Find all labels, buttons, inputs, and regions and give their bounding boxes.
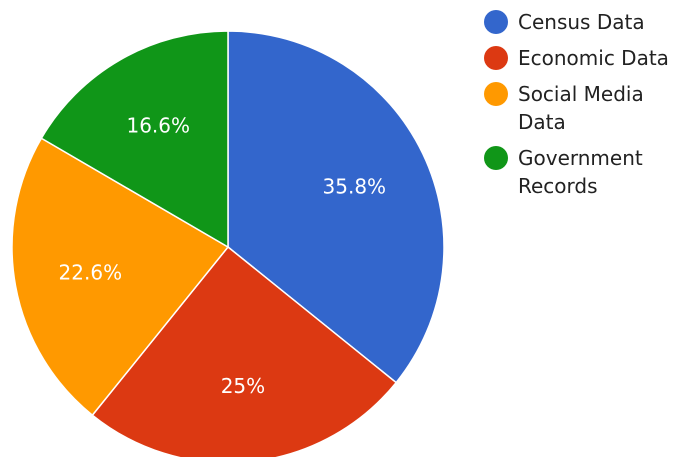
legend-label-government-records: Government Records: [518, 146, 643, 198]
legend-swatch-government-records: [484, 146, 508, 170]
legend: Census Data Economic Data Social Media D…: [484, 8, 689, 208]
pie-slice-census-data[interactable]: [227, 30, 445, 384]
legend-item-social-media-data[interactable]: Social Media Data: [484, 80, 689, 136]
pie-slice-government-records[interactable]: [40, 30, 229, 249]
pie-slice-social-media-data[interactable]: [11, 137, 230, 417]
legend-label-census-data: Census Data: [518, 10, 645, 34]
legend-swatch-social-media-data: [484, 82, 508, 106]
legend-label-economic-data: Economic Data: [518, 46, 669, 70]
slice-label-social-media-data: 22.6%: [59, 260, 123, 284]
legend-item-census-data[interactable]: Census Data: [484, 8, 689, 36]
slice-label-economic-data: 25%: [221, 374, 265, 398]
pie-slice-labels: 35.8% 25% 22.6% 16.6%: [59, 114, 387, 399]
legend-item-government-records[interactable]: Government Records: [484, 144, 689, 200]
legend-label-social-media-data: Social Media Data: [518, 82, 644, 134]
legend-item-economic-data[interactable]: Economic Data: [484, 44, 689, 72]
slice-label-government-records: 16.6%: [126, 114, 190, 138]
legend-swatch-census-data: [484, 10, 508, 34]
pie-slice-economic-data[interactable]: [91, 245, 398, 457]
pie-slices: [11, 30, 445, 457]
slice-label-census-data: 35.8%: [323, 175, 387, 199]
legend-swatch-economic-data: [484, 46, 508, 70]
